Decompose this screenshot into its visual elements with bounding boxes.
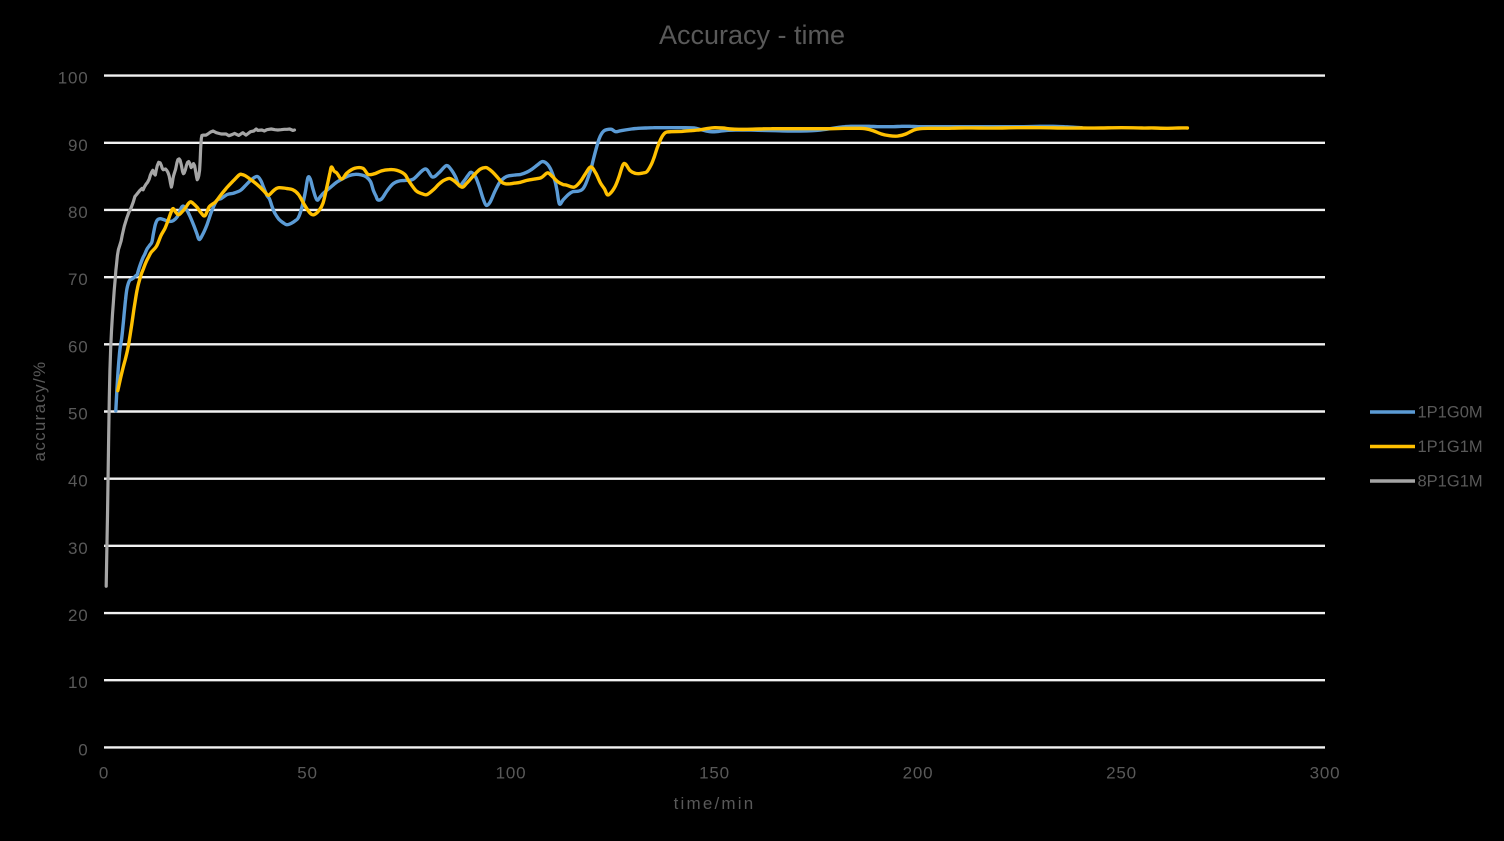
svg-text:80: 80: [68, 203, 89, 222]
svg-text:10: 10: [68, 673, 89, 692]
svg-text:50: 50: [68, 405, 89, 424]
svg-text:1P1G0M: 1P1G0M: [1418, 404, 1483, 422]
svg-text:250: 250: [1106, 764, 1137, 783]
svg-text:70: 70: [68, 270, 89, 289]
svg-text:1P1G1M: 1P1G1M: [1418, 438, 1483, 456]
svg-text:8P1G1M: 8P1G1M: [1418, 473, 1483, 491]
svg-text:60: 60: [68, 337, 89, 356]
svg-text:Accuracy - time: Accuracy - time: [659, 20, 845, 50]
svg-text:300: 300: [1310, 764, 1341, 783]
svg-text:time/min: time/min: [674, 794, 756, 813]
svg-text:100: 100: [58, 69, 89, 88]
svg-text:0: 0: [99, 764, 109, 783]
svg-text:100: 100: [496, 764, 527, 783]
svg-text:0: 0: [78, 740, 88, 759]
svg-text:90: 90: [68, 136, 89, 155]
svg-text:30: 30: [68, 539, 89, 558]
svg-text:40: 40: [68, 472, 89, 491]
svg-text:20: 20: [68, 606, 89, 625]
svg-text:50: 50: [297, 764, 318, 783]
svg-text:accuracy/%: accuracy/%: [30, 361, 49, 462]
svg-text:200: 200: [903, 764, 934, 783]
svg-text:150: 150: [699, 764, 730, 783]
